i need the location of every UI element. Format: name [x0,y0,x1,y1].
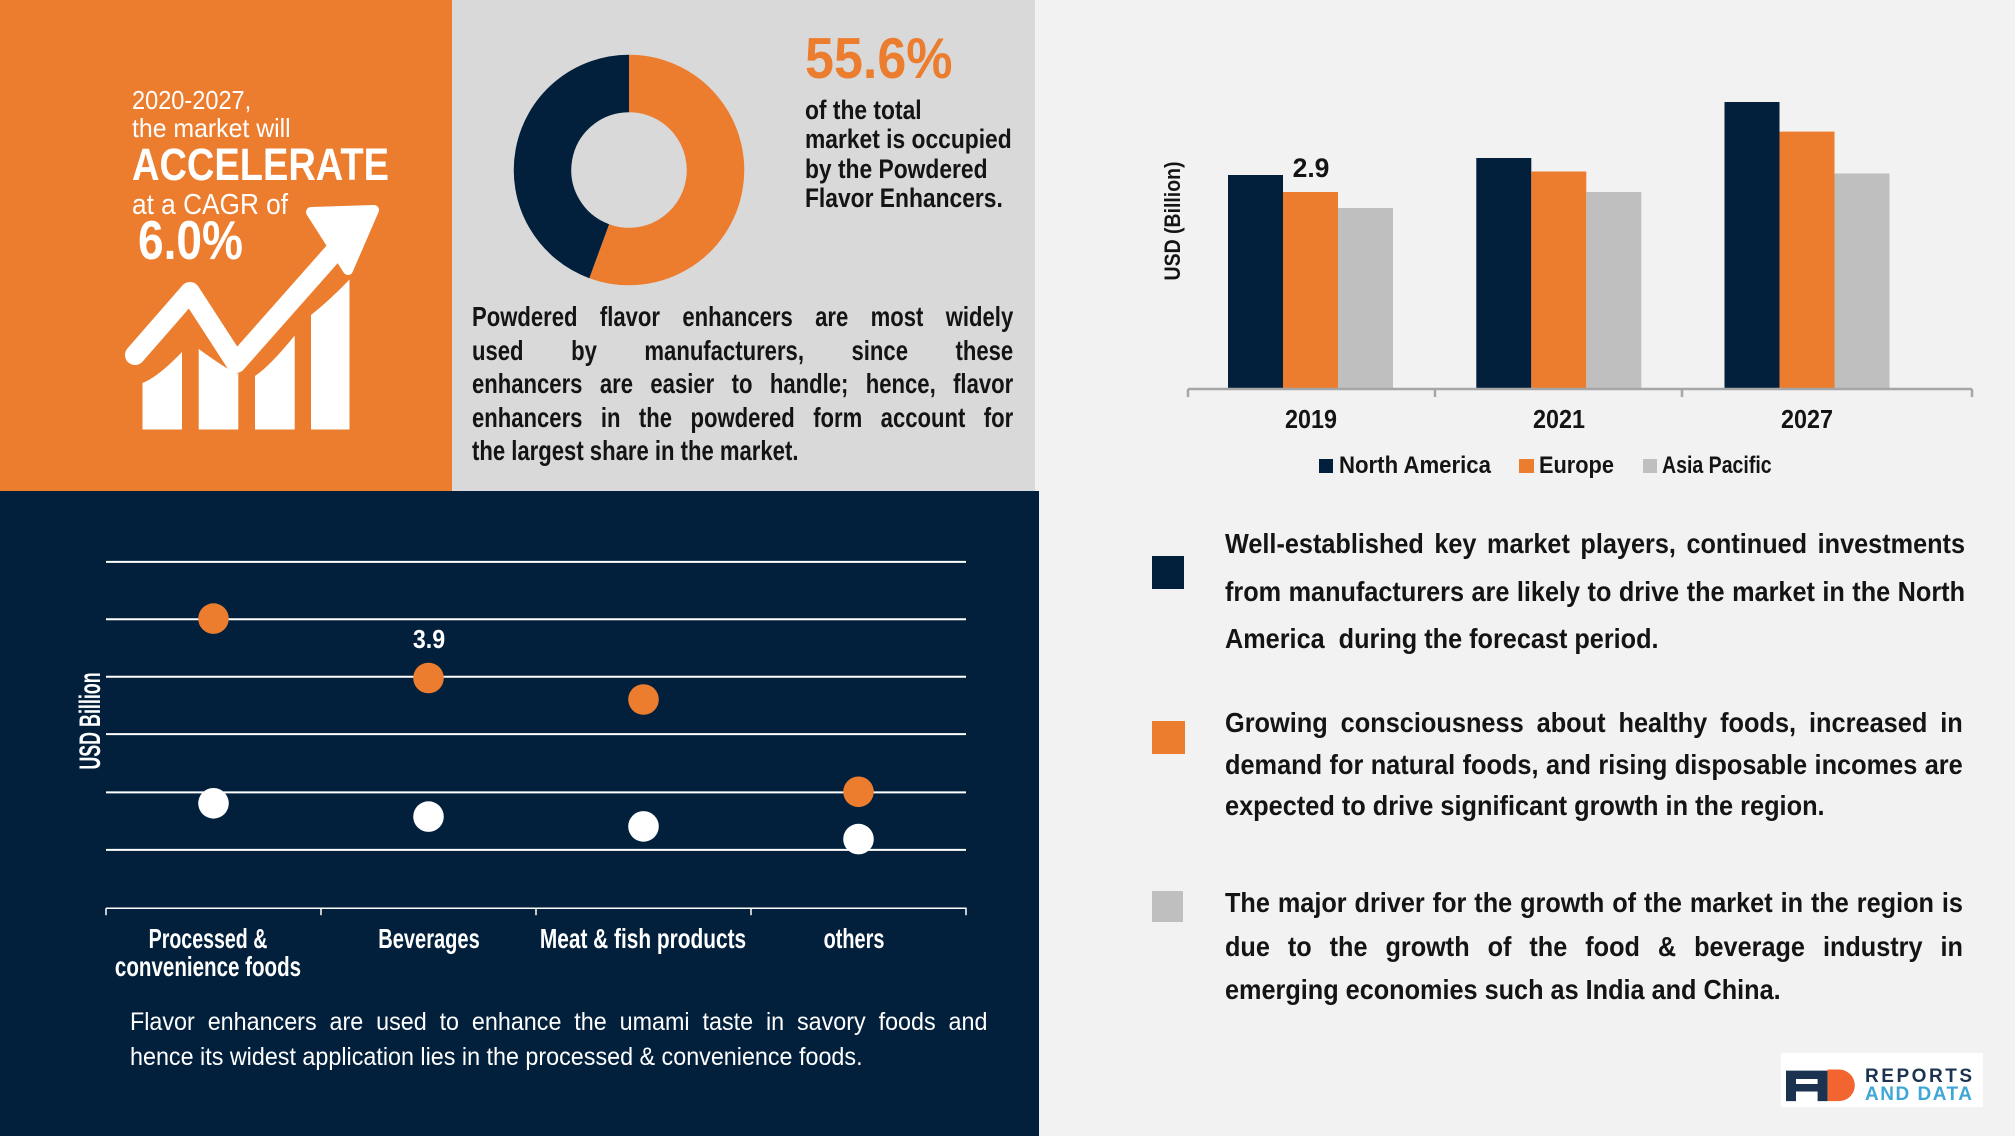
svg-text:AND DATA: AND DATA [1865,1084,1972,1105]
svg-text:REPORTS: REPORTS [1865,1066,1972,1087]
